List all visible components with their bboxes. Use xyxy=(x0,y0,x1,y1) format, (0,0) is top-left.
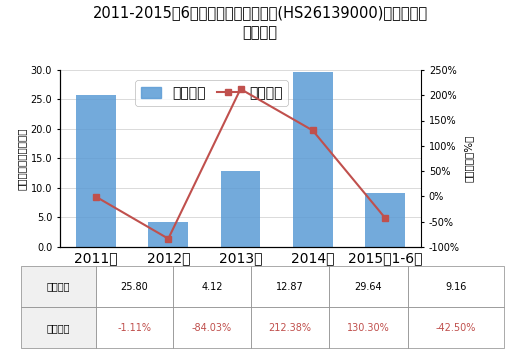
Y-axis label: 同比增速（%）: 同比增速（%） xyxy=(464,135,474,182)
Text: 12.87: 12.87 xyxy=(276,281,304,292)
Bar xyxy=(293,72,333,247)
Bar xyxy=(251,266,329,307)
Text: 130.30%: 130.30% xyxy=(347,323,390,333)
Text: 出口金额: 出口金额 xyxy=(46,281,70,292)
Text: -42.50%: -42.50% xyxy=(436,323,476,333)
Text: 212.38%: 212.38% xyxy=(268,323,311,333)
Bar xyxy=(408,266,504,307)
Bar xyxy=(148,223,188,247)
Bar xyxy=(21,266,96,307)
Bar xyxy=(96,266,173,307)
Bar xyxy=(173,266,251,307)
Text: 9.16: 9.16 xyxy=(445,281,467,292)
Y-axis label: 出口金额（百万美元）: 出口金额（百万美元） xyxy=(16,127,27,190)
Bar xyxy=(365,193,405,247)
Legend: 出口金额, 同比增长: 出口金额, 同比增长 xyxy=(135,80,288,106)
Text: -84.03%: -84.03% xyxy=(192,323,232,333)
Bar xyxy=(408,307,504,348)
Bar xyxy=(329,307,408,348)
Text: 25.80: 25.80 xyxy=(121,281,148,292)
Bar xyxy=(251,307,329,348)
Text: -1.11%: -1.11% xyxy=(118,323,151,333)
Bar xyxy=(220,171,261,247)
Bar xyxy=(21,307,96,348)
Bar xyxy=(329,266,408,307)
Bar xyxy=(173,307,251,348)
Bar xyxy=(76,95,116,247)
Text: 4.12: 4.12 xyxy=(201,281,223,292)
Text: 29.64: 29.64 xyxy=(355,281,382,292)
Bar xyxy=(96,307,173,348)
Text: 2011-2015年6月其他钼矿砂及其精矿(HS26139000)出口总额及
增速统计: 2011-2015年6月其他钼矿砂及其精矿(HS26139000)出口总额及 增… xyxy=(93,5,427,40)
Text: 同比增长: 同比增长 xyxy=(46,323,70,333)
